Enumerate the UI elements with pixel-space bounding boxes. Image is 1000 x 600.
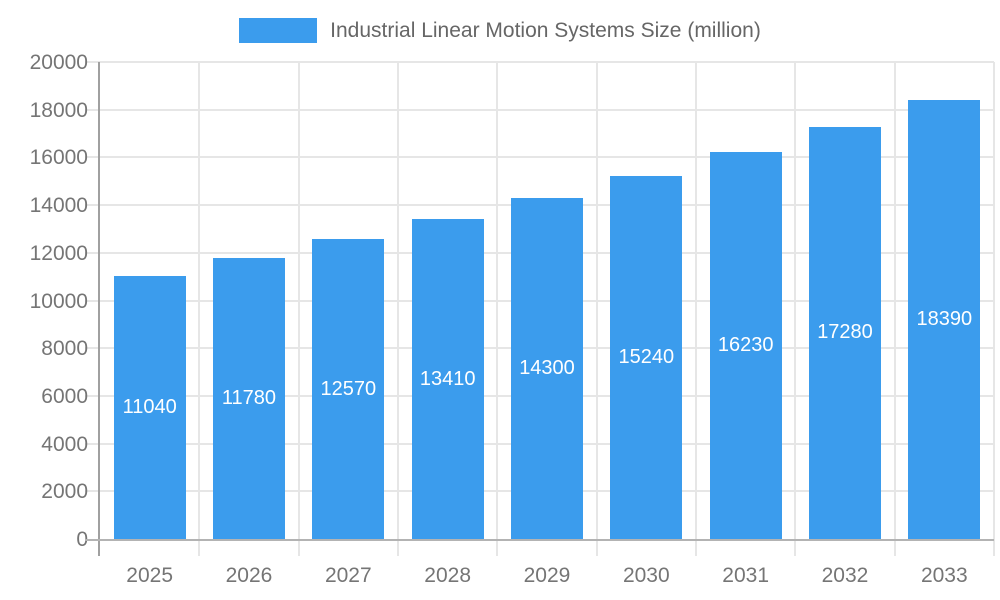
x-gridline xyxy=(794,62,797,556)
x-gridline xyxy=(198,62,201,556)
x-axis-line xyxy=(85,539,994,541)
x-gridline xyxy=(297,62,300,556)
y-axis-tick-label: 12000 xyxy=(29,241,88,265)
y-axis-tick-label: 0 xyxy=(76,528,88,551)
x-axis-tick-label: 2028 xyxy=(424,564,472,587)
x-gridline xyxy=(397,62,399,556)
bar-value-label: 17280 xyxy=(817,321,873,344)
bar-2033: 18390 xyxy=(908,100,981,539)
y-axis-tick-label: 6000 xyxy=(41,384,88,408)
y-axis-tick-label: 10000 xyxy=(29,289,88,313)
y-gridline xyxy=(85,108,994,111)
bar-2027: 12570 xyxy=(312,239,385,539)
y-axis-tick-label: 16000 xyxy=(29,146,88,170)
bar-value-label: 14300 xyxy=(519,356,575,379)
x-axis-tick-label: 2026 xyxy=(225,564,273,587)
bar-value-label: 12570 xyxy=(320,377,377,400)
y-gridline xyxy=(85,156,994,159)
y-axis-tick-label: 18000 xyxy=(29,98,88,122)
bar-2029: 14300 xyxy=(511,197,583,539)
y-axis-tick-label: 4000 xyxy=(41,432,88,456)
x-gridline xyxy=(893,62,896,556)
y-axis-tick-label: 8000 xyxy=(41,337,88,361)
legend-label: Industrial Linear Motion Systems Size (m… xyxy=(330,19,761,42)
bar-2028: 13410 xyxy=(411,219,484,539)
bar-value-label: 15240 xyxy=(618,345,675,368)
chart-legend[interactable]: Industrial Linear Motion Systems Size (m… xyxy=(0,18,1000,43)
x-axis-tick-label: 2033 xyxy=(920,564,968,587)
bar-value-label: 11780 xyxy=(221,387,277,410)
x-axis-tick-label: 2025 xyxy=(126,564,174,587)
bar-value-label: 11040 xyxy=(122,395,177,418)
bar-value-label: 16230 xyxy=(717,333,774,356)
y-axis-tick-label: 14000 xyxy=(29,194,88,218)
bar-2030: 15240 xyxy=(610,175,683,539)
y-gridline xyxy=(85,61,994,63)
x-axis-tick-label: 2031 xyxy=(722,564,770,587)
x-axis-tick-label: 2032 xyxy=(821,564,869,587)
bar-2026: 11780 xyxy=(213,258,285,539)
y-axis-tick-label: 2000 xyxy=(41,480,88,504)
legend-swatch xyxy=(239,18,318,43)
bar-2025: 11040 xyxy=(113,275,186,539)
y-axis-tick-label: 20000 xyxy=(29,51,88,74)
x-gridline xyxy=(595,62,598,556)
bar-value-label: 13410 xyxy=(419,367,476,390)
x-gridline xyxy=(993,62,995,556)
bar-2032: 17280 xyxy=(809,126,881,539)
x-axis-tick-label: 2027 xyxy=(324,564,372,587)
y-axis-line xyxy=(98,62,100,556)
bar-value-label: 18390 xyxy=(916,308,973,331)
x-axis-tick-label: 2029 xyxy=(523,564,571,587)
x-axis-tick-label: 2030 xyxy=(622,564,670,587)
x-gridline xyxy=(496,62,499,556)
bar-2031: 16230 xyxy=(709,151,782,539)
x-gridline xyxy=(695,62,697,556)
